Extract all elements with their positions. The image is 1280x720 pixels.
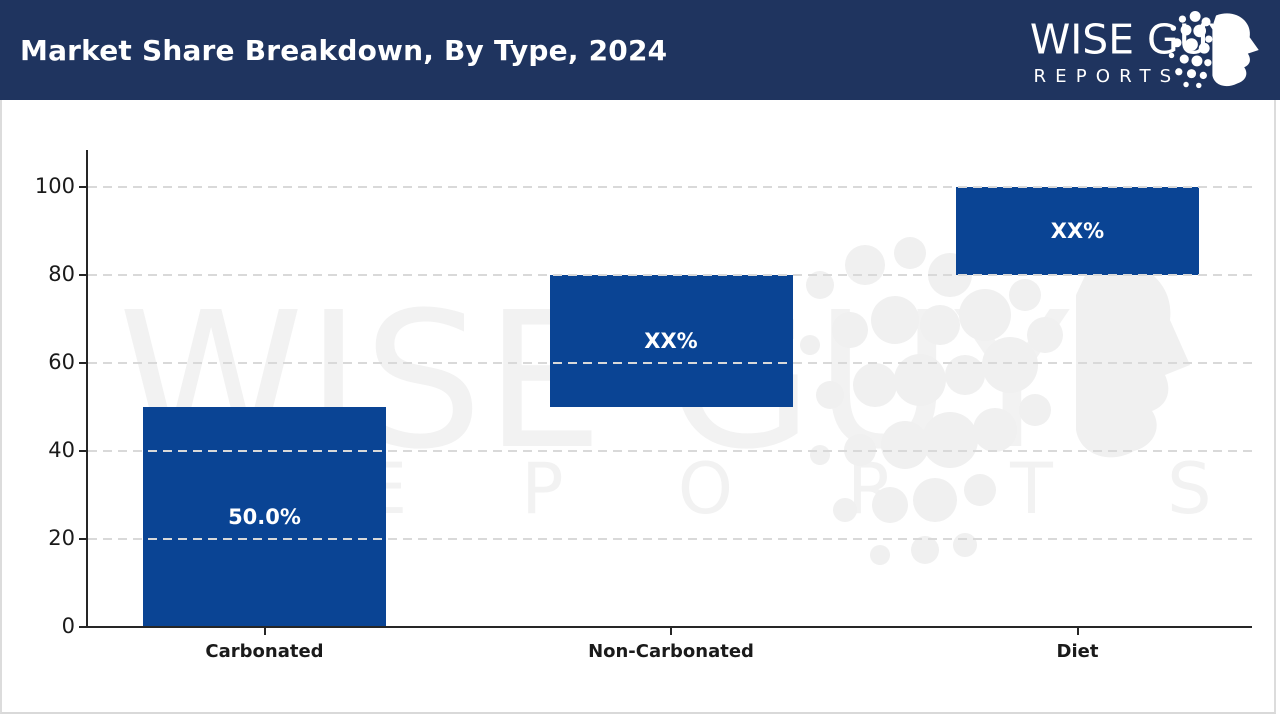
header-bar: Market Share Breakdown, By Type, 2024 WI… [0,0,1280,100]
bar-segment [143,407,386,627]
bar-segment [956,187,1199,275]
logo-text-line1: WISE GUY [1030,16,1235,64]
y-axis-tick [79,186,86,188]
y-axis-tick [79,274,86,276]
y-axis-tick-label: 100 [34,174,75,198]
bar-value-label: XX% [1050,219,1105,243]
x-axis-tick [670,628,672,635]
y-gridline [88,362,1255,364]
logo-text-line2: REPORTS [1033,66,1180,87]
y-axis-line [86,150,88,628]
y-axis-tick-label: 80 [48,262,75,286]
logo-graphic: WISE GUY REPORTS [1030,10,1259,89]
y-axis-tick [79,626,86,628]
bar-value-label: 50.0% [228,505,301,529]
y-axis-tick [79,538,86,540]
page-title: Market Share Breakdown, By Type, 2024 [20,33,668,67]
y-gridline [88,450,1255,452]
x-axis-category-label: Diet [1056,641,1099,662]
x-axis-category-label: Carbonated [205,641,324,662]
x-axis-line [86,626,1252,628]
bar-value-label: XX% [644,329,698,353]
y-axis-tick [79,450,86,452]
y-axis-tick-label: 0 [61,614,75,638]
y-axis-tick-label: 60 [48,350,75,374]
chart-body-frame [0,100,1276,714]
y-gridline [88,538,1255,540]
watermark-dotted-face-profile-icon [800,237,1190,565]
wise-guy-reports-logo: WISE GUY REPORTS [1028,8,1280,92]
y-axis-tick-label: 20 [48,526,75,550]
dotted-face-profile-icon [1168,10,1259,89]
x-axis-category-label: Non-Carbonated [588,641,754,662]
bar-segment [549,275,793,407]
y-axis-tick-label: 40 [48,438,75,462]
y-axis-tick [79,362,86,364]
x-axis-tick [1076,628,1079,635]
y-gridline [88,274,1255,276]
x-axis-tick [263,628,266,635]
y-gridline [88,186,1255,188]
